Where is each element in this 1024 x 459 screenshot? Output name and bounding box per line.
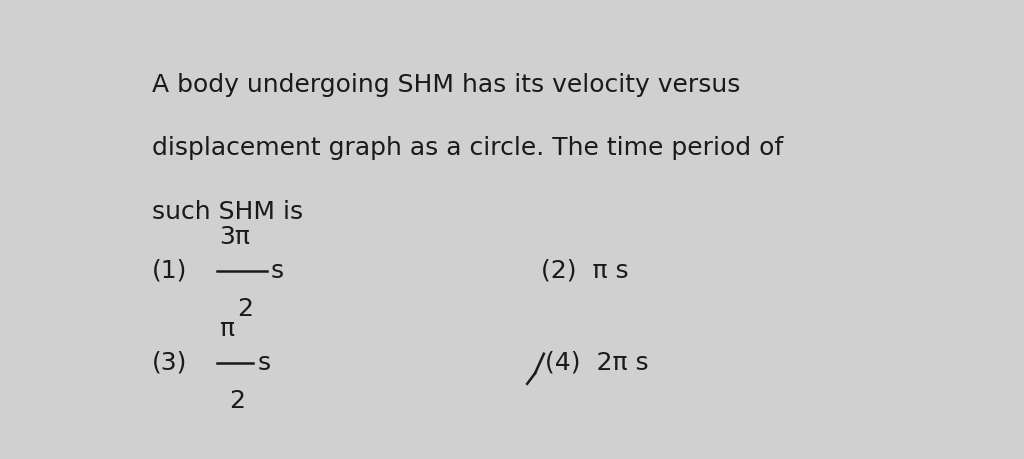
- Text: (1): (1): [152, 259, 187, 283]
- Text: s: s: [270, 259, 284, 283]
- Text: A body undergoing SHM has its velocity versus: A body undergoing SHM has its velocity v…: [152, 73, 740, 97]
- Text: (4)  2π s: (4) 2π s: [546, 351, 649, 375]
- Text: (3): (3): [152, 351, 187, 375]
- Text: (2)  π s: (2) π s: [541, 259, 629, 283]
- Text: displacement graph as a circle. The time period of: displacement graph as a circle. The time…: [152, 136, 783, 160]
- Text: such SHM is: such SHM is: [152, 200, 303, 224]
- Text: 2: 2: [228, 389, 245, 413]
- Text: 2: 2: [237, 297, 253, 321]
- Text: s: s: [257, 351, 270, 375]
- Text: π: π: [219, 317, 234, 341]
- Text: 3π: 3π: [219, 225, 250, 249]
